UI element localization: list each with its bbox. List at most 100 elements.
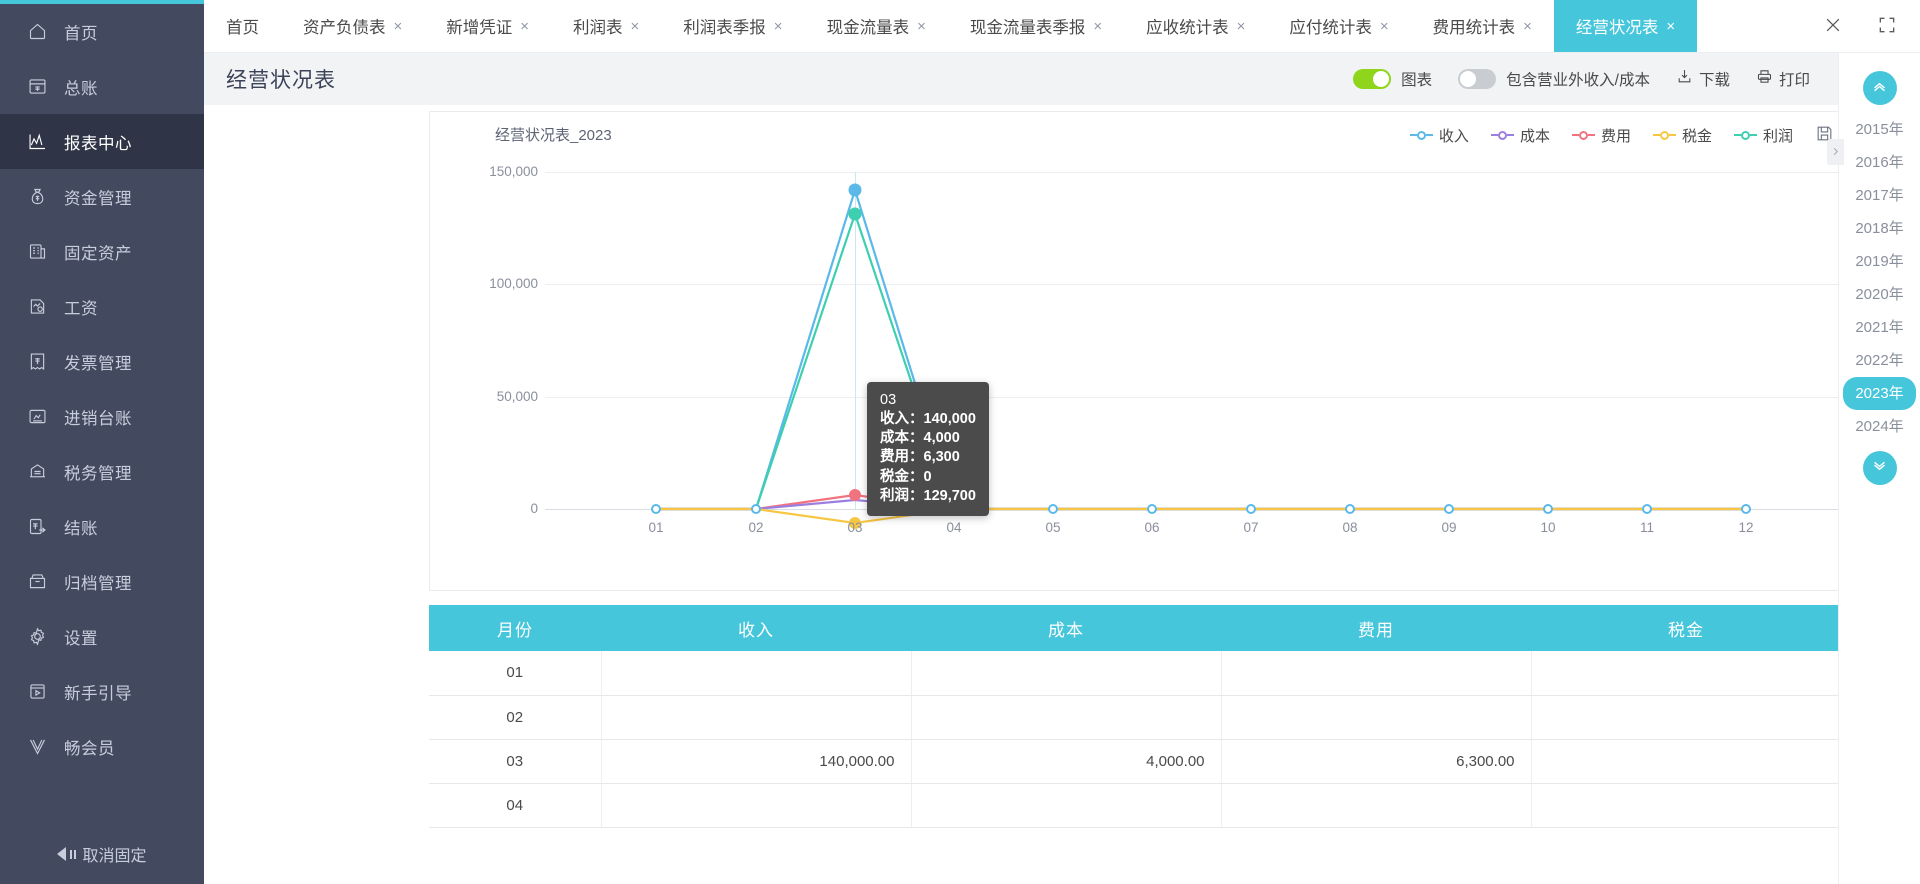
sidebar-item-settle[interactable]: 结账 (0, 499, 204, 554)
table-row[interactable]: 02 (429, 695, 1920, 740)
tab-close-icon[interactable]: × (630, 17, 640, 35)
y-tick-label: 100,000 (489, 276, 538, 291)
tab-close-icon[interactable]: × (1236, 17, 1246, 35)
chevron-down-icon (1871, 458, 1888, 478)
year-option-2022[interactable]: 2022年 (1855, 352, 1904, 369)
money-bag-icon (26, 186, 48, 208)
tooltip-label: 税金 (880, 468, 909, 485)
tab-new-voucher[interactable]: 新增凭证 × (424, 0, 551, 52)
non-operating-toggle-label: 包含营业外收入/成本 (1506, 72, 1650, 89)
download-label: 下载 (1698, 72, 1730, 89)
sidebar-item-label: 归档管理 (64, 574, 132, 593)
legend-label: 税金 (1681, 127, 1712, 145)
year-option-2023[interactable]: 2023年 (1843, 377, 1916, 410)
sidebar-item-report-center[interactable]: 报表中心 (0, 114, 204, 169)
year-option-2015[interactable]: 2015年 (1855, 121, 1904, 138)
year-selector-rail: 2015年 2016年 2017年 2018年 2019年 2020年 2021… (1827, 53, 1920, 884)
gear-icon (26, 626, 48, 648)
table-row[interactable]: 03 140,000.00 4,000.00 6,300.00 129,700.… (429, 739, 1920, 784)
tax-icon (26, 461, 48, 483)
sidebar-item-settings[interactable]: 设置 (0, 609, 204, 664)
year-option-2018[interactable]: 2018年 (1855, 220, 1904, 237)
non-operating-toggle[interactable]: 包含营业外收入/成本 (1458, 68, 1650, 90)
tab-close-icon[interactable]: × (773, 17, 783, 35)
cell-income: 140,000.00 (601, 739, 912, 784)
download-icon (1676, 68, 1693, 90)
ledger-icon (26, 76, 48, 98)
chart-toggle-switch[interactable] (1353, 69, 1392, 89)
tab-cash-flow[interactable]: 现金流量表 × (805, 0, 948, 52)
tab-business-status[interactable]: 经营状况表 × (1553, 0, 1698, 52)
column-header-expense: 费用 (1221, 605, 1531, 651)
tab-label: 现金流量表季报 (969, 19, 1086, 37)
year-option-2020[interactable]: 2020年 (1855, 286, 1904, 303)
cell-income (601, 695, 912, 740)
sidebar-item-archive-management[interactable]: 归档管理 (0, 554, 204, 609)
legend-label: 收入 (1438, 127, 1469, 145)
chart-series-svg (651, 183, 1751, 529)
legend-item-profit[interactable]: 利润 (1733, 125, 1793, 146)
tab-income-statement-quarterly[interactable]: 利润表季报 × (661, 0, 804, 52)
tab-close-icon[interactable]: × (1523, 17, 1532, 35)
sidebar-item-ledger[interactable]: 总账 (0, 59, 204, 114)
year-option-2017[interactable]: 2017年 (1855, 187, 1904, 204)
cell-income (601, 651, 912, 696)
year-rail-collapse-button[interactable] (1827, 139, 1844, 165)
tab-receivable-stats[interactable]: 应收统计表 × (1124, 0, 1267, 52)
tab-balance-sheet[interactable]: 资产负债表 × (281, 0, 424, 52)
legend-item-expense[interactable]: 费用 (1571, 125, 1631, 146)
tab-close-icon[interactable]: × (1379, 17, 1389, 35)
sidebar-item-label: 新手引导 (64, 684, 132, 703)
chevron-up-icon (1871, 78, 1888, 98)
year-scroll-down-button[interactable] (1862, 451, 1897, 485)
chart-plot-area: 150,000 100,000 50,000 0 (430, 152, 1920, 590)
x-tick-label: 02 (748, 520, 764, 535)
sidebar-item-sales-ledger[interactable]: 进销台账 (0, 389, 204, 444)
cell-tax (1531, 739, 1842, 784)
tab-cash-flow-quarterly[interactable]: 现金流量表季报 × (948, 0, 1124, 52)
unpin-sidebar-button[interactable]: 取消固定 (0, 824, 204, 884)
series-line-income (656, 186, 1746, 511)
table-row[interactable]: 04 (429, 783, 1920, 828)
non-operating-toggle-switch[interactable] (1458, 69, 1497, 89)
sidebar-item-vip[interactable]: 畅会员 (0, 719, 204, 774)
sidebar-item-payroll[interactable]: 工资 (0, 279, 204, 334)
tab-expense-stats[interactable]: 费用统计表 × (1411, 0, 1554, 52)
tab-label: 费用统计表 (1432, 19, 1516, 37)
tab-close-icon[interactable]: × (393, 17, 403, 35)
x-tick-label: 01 (648, 520, 664, 535)
year-option-2021[interactable]: 2021年 (1855, 319, 1904, 336)
print-button[interactable]: 打印 (1756, 68, 1810, 90)
sidebar-item-invoice-management[interactable]: 发票管理 (0, 334, 204, 389)
legend-item-income[interactable]: 收入 (1409, 125, 1469, 146)
sidebar-item-fixed-assets[interactable]: 固定资产 (0, 224, 204, 279)
tab-label: 利润表 (573, 19, 623, 37)
save-chart-button[interactable] (1815, 124, 1834, 146)
tab-income-statement[interactable]: 利润表 × (551, 0, 661, 52)
tab-close-icon[interactable]: × (917, 17, 926, 35)
legend-item-tax[interactable]: 税金 (1652, 125, 1712, 146)
sidebar-item-tax-management[interactable]: 税务管理 (0, 444, 204, 499)
legend-item-cost[interactable]: 成本 (1490, 125, 1550, 146)
table-row[interactable]: 01 (429, 651, 1920, 696)
tab-close-icon[interactable]: × (1093, 17, 1103, 35)
chart-toggle[interactable]: 图表 (1353, 68, 1432, 90)
close-all-tabs-button[interactable] (1806, 0, 1860, 53)
sidebar-item-label: 资金管理 (64, 189, 132, 208)
year-option-2019[interactable]: 2019年 (1855, 253, 1904, 270)
download-button[interactable]: 下载 (1676, 68, 1730, 90)
tab-payable-stats[interactable]: 应付统计表 × (1267, 0, 1410, 52)
year-option-2016[interactable]: 2016年 (1855, 154, 1904, 171)
year-option-2024[interactable]: 2024年 (1855, 418, 1904, 435)
year-scroll-up-button[interactable] (1862, 71, 1897, 105)
tab-home[interactable]: 首页 (204, 0, 281, 52)
fullscreen-icon (1877, 15, 1897, 38)
sidebar-item-home[interactable]: 首页 (0, 4, 204, 59)
fullscreen-button[interactable] (1860, 0, 1914, 53)
x-tick-label: 11 (1639, 520, 1654, 535)
sidebar-item-fund-management[interactable]: 资金管理 (0, 169, 204, 224)
tab-close-icon[interactable]: × (1666, 17, 1676, 35)
tab-close-icon[interactable]: × (520, 17, 530, 35)
sidebar-item-beginner-guide[interactable]: 新手引导 (0, 664, 204, 719)
